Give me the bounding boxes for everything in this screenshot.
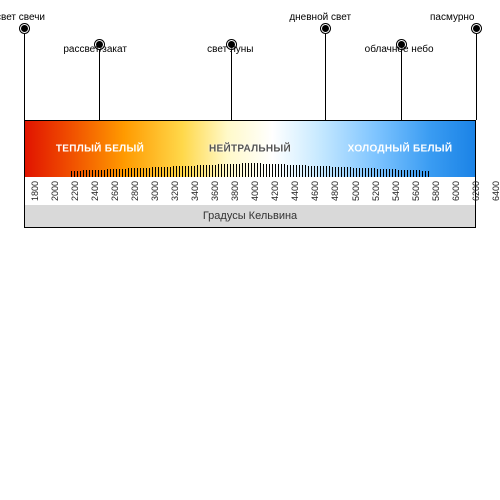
kelvin-tick: 2400	[85, 177, 105, 205]
callouts-layer: свет свечирассвет/закатсвет луныдневной …	[24, 0, 476, 122]
callout-label: пасмурно	[430, 12, 475, 23]
kelvin-tick: 5800	[426, 177, 446, 205]
kelvin-tick: 2200	[65, 177, 85, 205]
band-label: НЕЙТРАЛЬНЫЙ	[175, 144, 325, 155]
spectrum-band: ТЕПЛЫЙ БЕЛЫЙНЕЙТРАЛЬНЫЙХОЛОДНЫЙ БЕЛЫЙ	[25, 121, 475, 177]
kelvin-tick: 2000	[45, 177, 65, 205]
kelvin-tick: 6400	[486, 177, 500, 205]
callout-label: дневной свет	[289, 12, 351, 23]
callout-label: свет луны	[207, 44, 253, 55]
kelvin-tick: 6000	[446, 177, 466, 205]
kelvin-tick: 1800	[25, 177, 45, 205]
kelvin-tick: 2600	[105, 177, 125, 205]
band-label: ТЕПЛЫЙ БЕЛЫЙ	[25, 144, 175, 155]
kelvin-tick: 5400	[386, 177, 406, 205]
axis-label: Градусы Кельвина	[25, 205, 475, 227]
kelvin-tick: 2800	[125, 177, 145, 205]
callout-label: облачное небо	[365, 44, 434, 55]
callout-label: свет свечи	[0, 12, 45, 23]
kelvin-scale: 1800200022002400260028003000320034003600…	[25, 177, 475, 205]
kelvin-tick: 4200	[265, 177, 285, 205]
kelvin-tick: 3200	[165, 177, 185, 205]
kelvin-tick: 6200	[466, 177, 486, 205]
kelvin-tick: 4000	[245, 177, 265, 205]
kelvin-tick: 5600	[406, 177, 426, 205]
kelvin-tick: 3600	[205, 177, 225, 205]
kelvin-tick: 5200	[366, 177, 386, 205]
band-label: ХОЛОДНЫЙ БЕЛЫЙ	[325, 144, 475, 155]
kelvin-tick: 4800	[325, 177, 345, 205]
ruler-ticks	[25, 163, 475, 177]
kelvin-tick: 3800	[225, 177, 245, 205]
axis-label-text: Градусы Кельвина	[203, 210, 297, 222]
kelvin-chart: ТЕПЛЫЙ БЕЛЫЙНЕЙТРАЛЬНЫЙХОЛОДНЫЙ БЕЛЫЙ 18…	[24, 120, 476, 228]
callout-label: рассвет/закат	[63, 44, 127, 55]
kelvin-tick: 4600	[305, 177, 325, 205]
band-labels: ТЕПЛЫЙ БЕЛЫЙНЕЙТРАЛЬНЫЙХОЛОДНЫЙ БЕЛЫЙ	[25, 144, 475, 155]
kelvin-tick: 5000	[346, 177, 366, 205]
kelvin-tick: 4400	[285, 177, 305, 205]
kelvin-tick: 3000	[145, 177, 165, 205]
kelvin-tick: 3400	[185, 177, 205, 205]
